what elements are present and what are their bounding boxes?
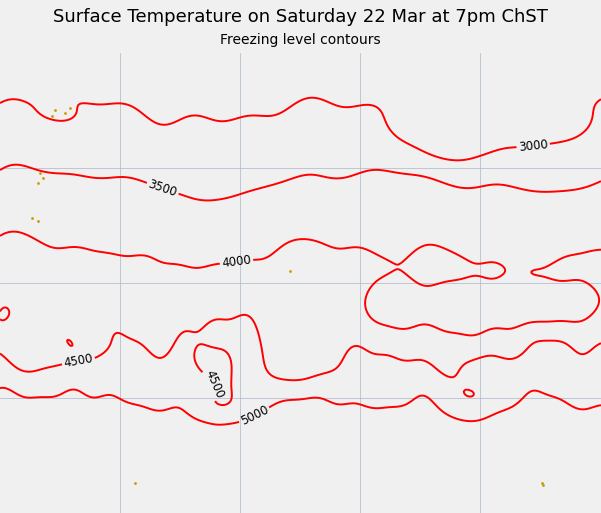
Text: 5000: 5000 bbox=[239, 403, 270, 428]
Text: Freezing level contours: Freezing level contours bbox=[220, 33, 381, 47]
Text: 4500: 4500 bbox=[63, 351, 94, 369]
Text: 4000: 4000 bbox=[221, 253, 252, 270]
Text: 4500: 4500 bbox=[202, 368, 225, 401]
Text: Surface Temperature on Saturday 22 Mar at 7pm ChST: Surface Temperature on Saturday 22 Mar a… bbox=[53, 8, 548, 26]
Text: 3000: 3000 bbox=[518, 138, 549, 154]
Text: 3500: 3500 bbox=[147, 177, 178, 200]
